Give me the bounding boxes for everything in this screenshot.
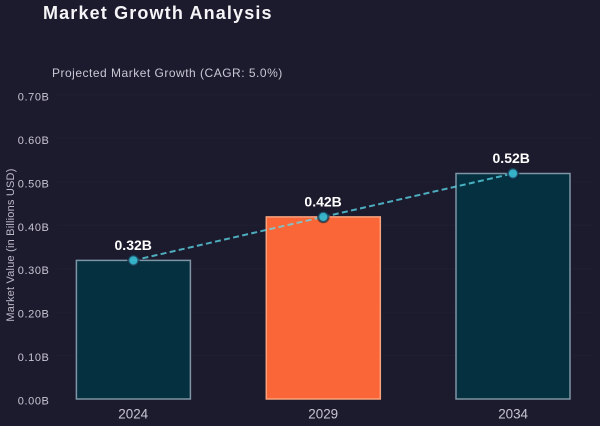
svg-text:0.40B: 0.40B (18, 222, 50, 234)
svg-text:0.52B: 0.52B (493, 150, 530, 166)
svg-text:2024: 2024 (118, 406, 148, 421)
svg-text:2034: 2034 (498, 406, 528, 421)
svg-text:0.32B: 0.32B (115, 237, 152, 253)
svg-text:0.70B: 0.70B (18, 92, 50, 104)
svg-text:Projected Market Growth (CAGR:: Projected Market Growth (CAGR: 5.0%) (52, 66, 283, 80)
svg-text:2029: 2029 (308, 406, 338, 421)
svg-text:0.42B: 0.42B (304, 194, 341, 210)
svg-text:0.50B: 0.50B (18, 178, 50, 190)
svg-text:0.00B: 0.00B (18, 396, 50, 408)
svg-text:Market Value (in Billions USD): Market Value (in Billions USD) (5, 168, 17, 321)
svg-text:Market Growth Analysis: Market Growth Analysis (43, 3, 273, 23)
svg-text:0.10B: 0.10B (18, 352, 50, 364)
svg-text:0.30B: 0.30B (18, 265, 50, 277)
svg-text:0.20B: 0.20B (18, 309, 50, 321)
svg-text:0.60B: 0.60B (18, 135, 50, 147)
